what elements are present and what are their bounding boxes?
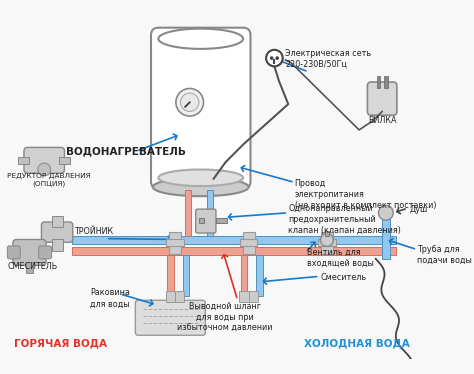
Circle shape: [275, 56, 279, 60]
Text: Вентиль для
входящей воды: Вентиль для входящей воды: [307, 248, 374, 268]
Bar: [239, 291, 249, 302]
Text: Выводной шланг
для воды при
избыточном давлении: Выводной шланг для воды при избыточном д…: [177, 302, 273, 333]
Text: Электрическая сеть
220-230В/50Гц: Электрическая сеть 220-230В/50Гц: [285, 49, 372, 68]
Bar: [243, 232, 255, 254]
Circle shape: [378, 205, 393, 220]
Circle shape: [181, 93, 199, 111]
Circle shape: [38, 163, 51, 176]
FancyBboxPatch shape: [39, 246, 52, 259]
Bar: [59, 157, 70, 164]
Text: Смеситель: Смеситель: [320, 273, 366, 282]
Bar: [377, 77, 380, 88]
Bar: [240, 239, 257, 246]
Circle shape: [320, 233, 333, 246]
Bar: [52, 239, 63, 251]
Text: СМЕСИТЕЛЬ: СМЕСИТЕЛЬ: [8, 261, 58, 270]
Bar: [200, 218, 204, 223]
Bar: [166, 239, 184, 246]
Ellipse shape: [158, 29, 243, 49]
Bar: [72, 236, 396, 244]
Text: Провод
электропитания
(не входит в комплект поставки): Провод электропитания (не входит в компл…: [295, 179, 436, 210]
FancyBboxPatch shape: [13, 239, 46, 265]
Ellipse shape: [158, 169, 243, 186]
Bar: [185, 190, 191, 236]
Circle shape: [270, 56, 273, 60]
FancyBboxPatch shape: [8, 246, 20, 259]
FancyBboxPatch shape: [151, 28, 250, 189]
Bar: [256, 255, 263, 296]
Bar: [321, 232, 333, 254]
Text: Однонаправленный
предохранительный
клапан (клапан давления): Однонаправленный предохранительный клапа…: [288, 203, 401, 235]
Circle shape: [176, 89, 203, 116]
Text: Труба для
подачи воды: Труба для подачи воды: [417, 245, 472, 265]
Bar: [52, 215, 63, 227]
Bar: [241, 255, 247, 296]
FancyBboxPatch shape: [196, 209, 216, 233]
Bar: [249, 291, 258, 302]
Bar: [169, 232, 181, 254]
FancyBboxPatch shape: [136, 300, 205, 335]
FancyBboxPatch shape: [367, 82, 397, 115]
Bar: [216, 218, 227, 223]
Bar: [18, 157, 29, 164]
Text: РЕДУКТОР ДАВЛЕНИЯ
(ОПЦИЯ): РЕДУКТОР ДАВЛЕНИЯ (ОПЦИЯ): [8, 173, 91, 187]
Ellipse shape: [153, 178, 249, 196]
Bar: [72, 247, 396, 255]
FancyBboxPatch shape: [24, 147, 64, 173]
Bar: [167, 255, 173, 296]
Bar: [26, 261, 33, 273]
Bar: [384, 77, 388, 88]
Text: ВОДОНАГРЕВАТЕЛЬ: ВОДОНАГРЕВАТЕЛЬ: [66, 146, 186, 156]
Circle shape: [266, 50, 283, 66]
Text: ТРОЙНИК: ТРОЙНИК: [73, 227, 113, 236]
Bar: [183, 255, 189, 296]
Bar: [318, 239, 336, 246]
Bar: [207, 190, 213, 236]
Bar: [175, 291, 184, 302]
Bar: [382, 213, 390, 259]
Bar: [325, 231, 329, 236]
Text: ВИЛКА: ВИЛКА: [368, 116, 396, 125]
FancyBboxPatch shape: [41, 222, 73, 242]
Text: Душ: Душ: [410, 205, 428, 214]
Bar: [166, 291, 175, 302]
Text: Раковина
для воды: Раковина для воды: [90, 288, 130, 309]
Text: ХОЛОДНАЯ ВОДА: ХОЛОДНАЯ ВОДА: [304, 338, 410, 348]
Text: ГОРЯЧАЯ ВОДА: ГОРЯЧАЯ ВОДА: [14, 338, 107, 348]
